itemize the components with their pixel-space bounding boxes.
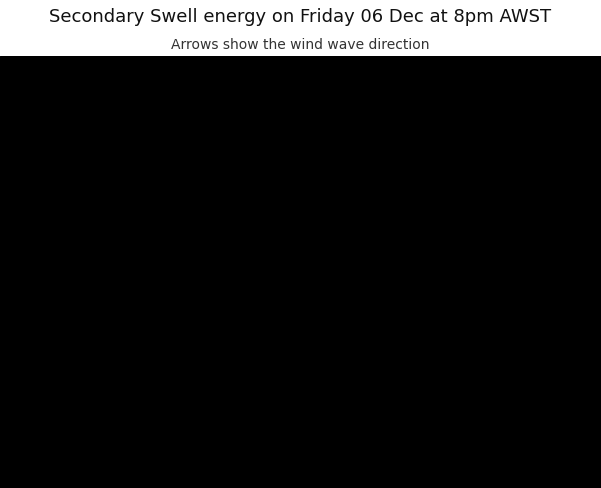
Text: Secondary Swell energy on Friday 06 Dec at 8pm AWST: Secondary Swell energy on Friday 06 Dec …	[49, 8, 552, 26]
Text: Arrows show the wind wave direction: Arrows show the wind wave direction	[171, 38, 430, 52]
